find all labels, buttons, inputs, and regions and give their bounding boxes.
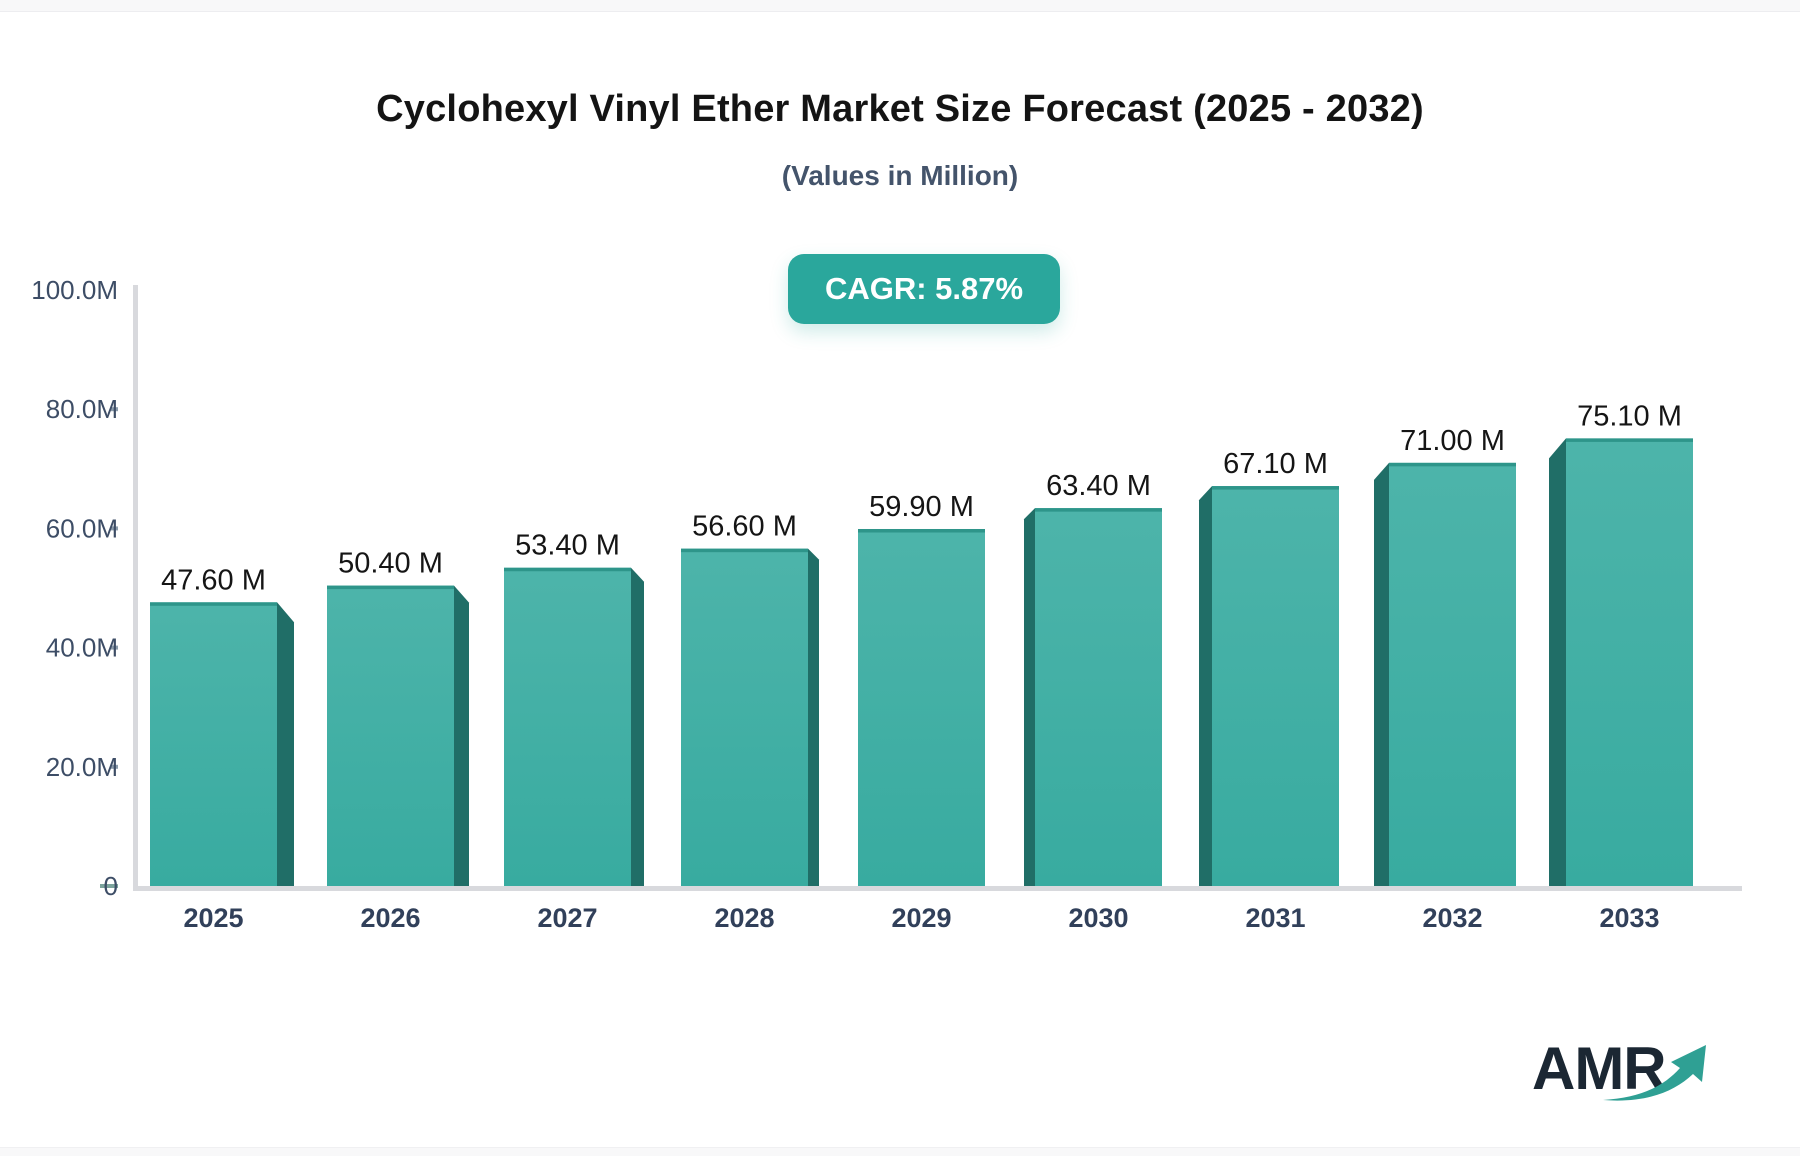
bar-side-face <box>454 585 469 886</box>
bar-face <box>150 602 277 886</box>
bar-value-label: 53.40 M <box>515 530 620 562</box>
bar-2026: 50.40 M 2026 <box>327 548 469 933</box>
chart-subtitle: (Values in Million) <box>781 160 1019 191</box>
x-category-label: 2029 <box>891 903 951 933</box>
bar-value-label: 75.10 M <box>1577 400 1682 432</box>
bar-top-edge <box>1566 438 1693 442</box>
bar-top-edge <box>150 602 277 606</box>
chart-title: Cyclohexyl Vinyl Ether Market Size Forec… <box>376 88 1424 130</box>
y-axis-tick <box>111 645 118 650</box>
bar-side-face <box>808 548 819 886</box>
bar-top-edge <box>1389 462 1516 467</box>
page-bottom-margin <box>0 1147 1800 1156</box>
bar-value-label: 56.60 M <box>692 511 797 543</box>
x-category-label: 2032 <box>1422 903 1482 933</box>
bar-top-edge <box>1035 508 1162 512</box>
bar-value-label: 50.40 M <box>338 548 443 580</box>
x-category-label: 2030 <box>1068 903 1128 933</box>
page-top-margin <box>0 0 1800 12</box>
y-axis-tick-label: 80.0M <box>46 394 118 424</box>
y-axis-tick <box>111 764 118 769</box>
x-category-label: 2033 <box>1599 903 1659 933</box>
bar-face <box>504 567 631 886</box>
bar-value-label: 59.90 M <box>869 491 974 523</box>
bar-side-face <box>1024 508 1035 886</box>
y-axis-tick-label: 20.0M <box>46 752 118 782</box>
bar-2029: 59.90 M 2029 <box>858 491 985 933</box>
bar-face <box>1035 508 1162 886</box>
bar-top-edge <box>681 548 808 553</box>
bar-top-edge <box>1212 486 1339 490</box>
bar-side-face <box>277 602 294 886</box>
bar-2030: 63.40 M 2030 <box>1024 470 1162 933</box>
x-category-label: 2031 <box>1245 903 1305 933</box>
bar-2033: 75.10 M 2033 <box>1549 400 1693 933</box>
bar-2032: 71.00 M 2032 <box>1374 425 1516 933</box>
bar-value-label: 67.10 M <box>1223 448 1328 480</box>
growth-arrow-icon <box>1603 1045 1706 1101</box>
bar-2028: 56.60 M 2028 <box>681 511 819 933</box>
bar-face <box>681 548 808 886</box>
bar-value-label: 47.60 M <box>161 564 266 596</box>
bar-side-face <box>631 567 644 886</box>
bar-value-label: 63.40 M <box>1046 470 1151 502</box>
bar-2027: 53.40 M 2027 <box>504 530 644 933</box>
y-axis-tick-label: 40.0M <box>46 633 118 663</box>
bar-top-edge <box>327 585 454 590</box>
bar-top-edge <box>504 567 631 572</box>
bar-side-face <box>1549 438 1566 886</box>
y-axis-zero-tick <box>100 884 118 888</box>
bar-2025: 47.60 M 2025 <box>150 564 294 933</box>
amr-logo-text: AMR <box>1532 1035 1667 1102</box>
bar-face <box>1566 438 1693 886</box>
y-axis-tick-label: 100.0M <box>31 275 118 305</box>
bar-top-edge <box>858 528 985 533</box>
bar-face <box>327 585 454 886</box>
y-axis-tick <box>111 526 118 531</box>
bar-side-face <box>1199 486 1212 886</box>
bar-face <box>1389 462 1516 886</box>
bar-face <box>1212 486 1339 886</box>
bar-side-face <box>1374 462 1389 886</box>
cagr-badge: CAGR: 5.87% <box>788 254 1060 324</box>
y-axis-tick-label: 0 <box>104 871 118 901</box>
x-axis-line <box>133 886 1742 891</box>
bar-face <box>858 528 985 886</box>
x-category-label: 2028 <box>714 903 774 933</box>
y-axis-tick-label: 60.0M <box>46 513 118 543</box>
bar-value-label: 71.00 M <box>1400 425 1505 457</box>
bar-2031: 67.10 M 2031 <box>1199 448 1339 933</box>
y-axis-line <box>133 285 138 891</box>
x-category-label: 2025 <box>183 903 243 933</box>
amr-logo: AMR <box>1532 1038 1712 1108</box>
x-category-label: 2027 <box>537 903 597 933</box>
x-category-label: 2026 <box>360 903 420 933</box>
y-axis-tick <box>111 407 118 412</box>
